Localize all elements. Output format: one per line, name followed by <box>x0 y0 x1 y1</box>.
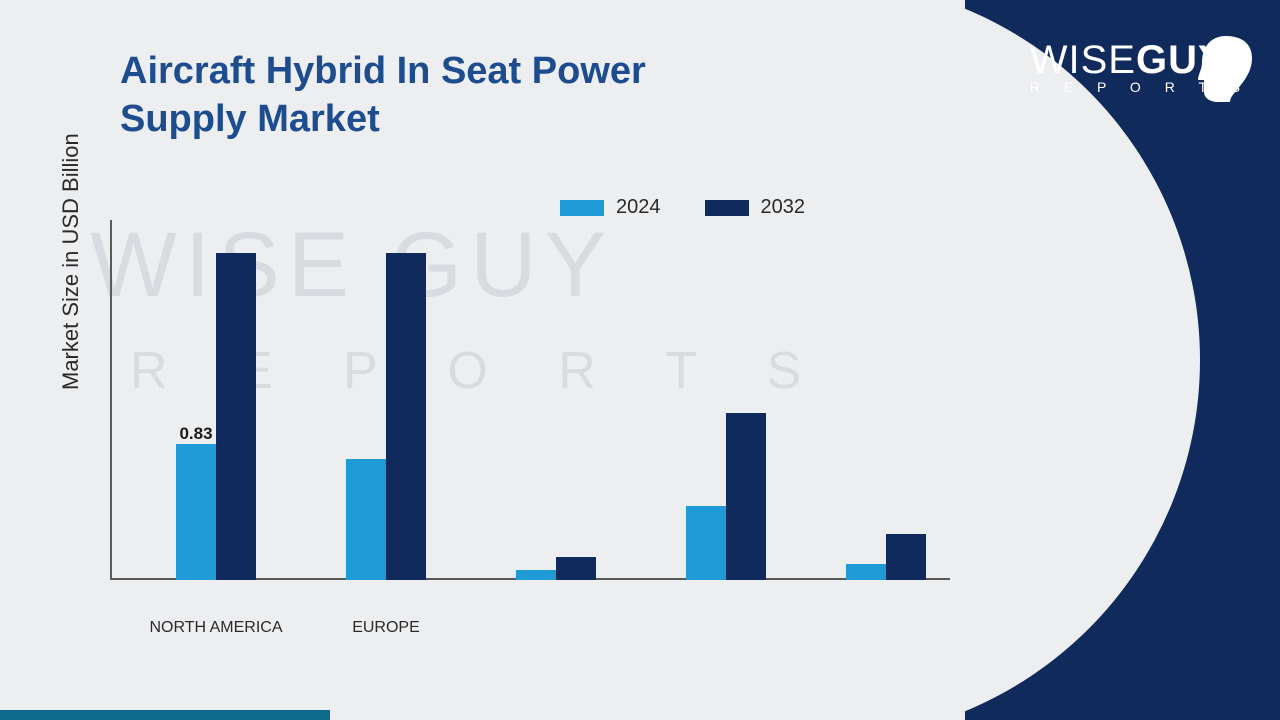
bar <box>556 557 596 580</box>
bar <box>176 444 216 580</box>
y-axis-line <box>110 220 112 580</box>
legend-swatch-2032 <box>705 200 749 216</box>
bar-group: NORTH AMERICA <box>150 253 282 580</box>
bar-group: ASIA PACIFIC <box>660 413 792 580</box>
head-silhouette-icon <box>1196 34 1256 104</box>
legend-label-2032: 2032 <box>761 196 806 218</box>
bar <box>886 534 926 580</box>
bar <box>386 253 426 580</box>
bar <box>216 253 256 580</box>
bar-group: SOUTH AMERICA <box>490 557 622 580</box>
bar-group: EUROPE <box>320 253 452 580</box>
brand-logo: WISEGUY R E P O R T S <box>1030 38 1250 95</box>
bar <box>516 570 556 580</box>
category-label: EUROPE <box>311 618 461 637</box>
legend: 2024 2032 <box>560 196 805 219</box>
chart-canvas: WISEGUY R E P O R T S Aircraft Hybrid In… <box>0 0 1280 720</box>
category-label: NORTH AMERICA <box>141 618 291 637</box>
legend-item-2024: 2024 <box>560 196 661 219</box>
logo-wise: WISE <box>1030 38 1136 82</box>
y-axis-label: Market Size in USD Billion <box>58 133 84 390</box>
chart-title: Aircraft Hybrid In Seat Power Supply Mar… <box>120 48 740 143</box>
legend-swatch-2024 <box>560 200 604 216</box>
bar-value-label: 0.83 <box>179 424 212 444</box>
bar <box>726 413 766 580</box>
bar <box>846 564 886 580</box>
plot-area: NORTH AMERICA0.83 EUROPE SOUTH AMERICA ASIA… <box>110 220 950 580</box>
legend-item-2032: 2032 <box>705 196 806 219</box>
bottom-accent-bar <box>0 710 330 720</box>
bar <box>686 506 726 580</box>
bar <box>346 459 386 580</box>
bar-group: MIDDLE EAST AND AFRICA <box>820 534 952 580</box>
legend-label-2024: 2024 <box>616 196 661 218</box>
